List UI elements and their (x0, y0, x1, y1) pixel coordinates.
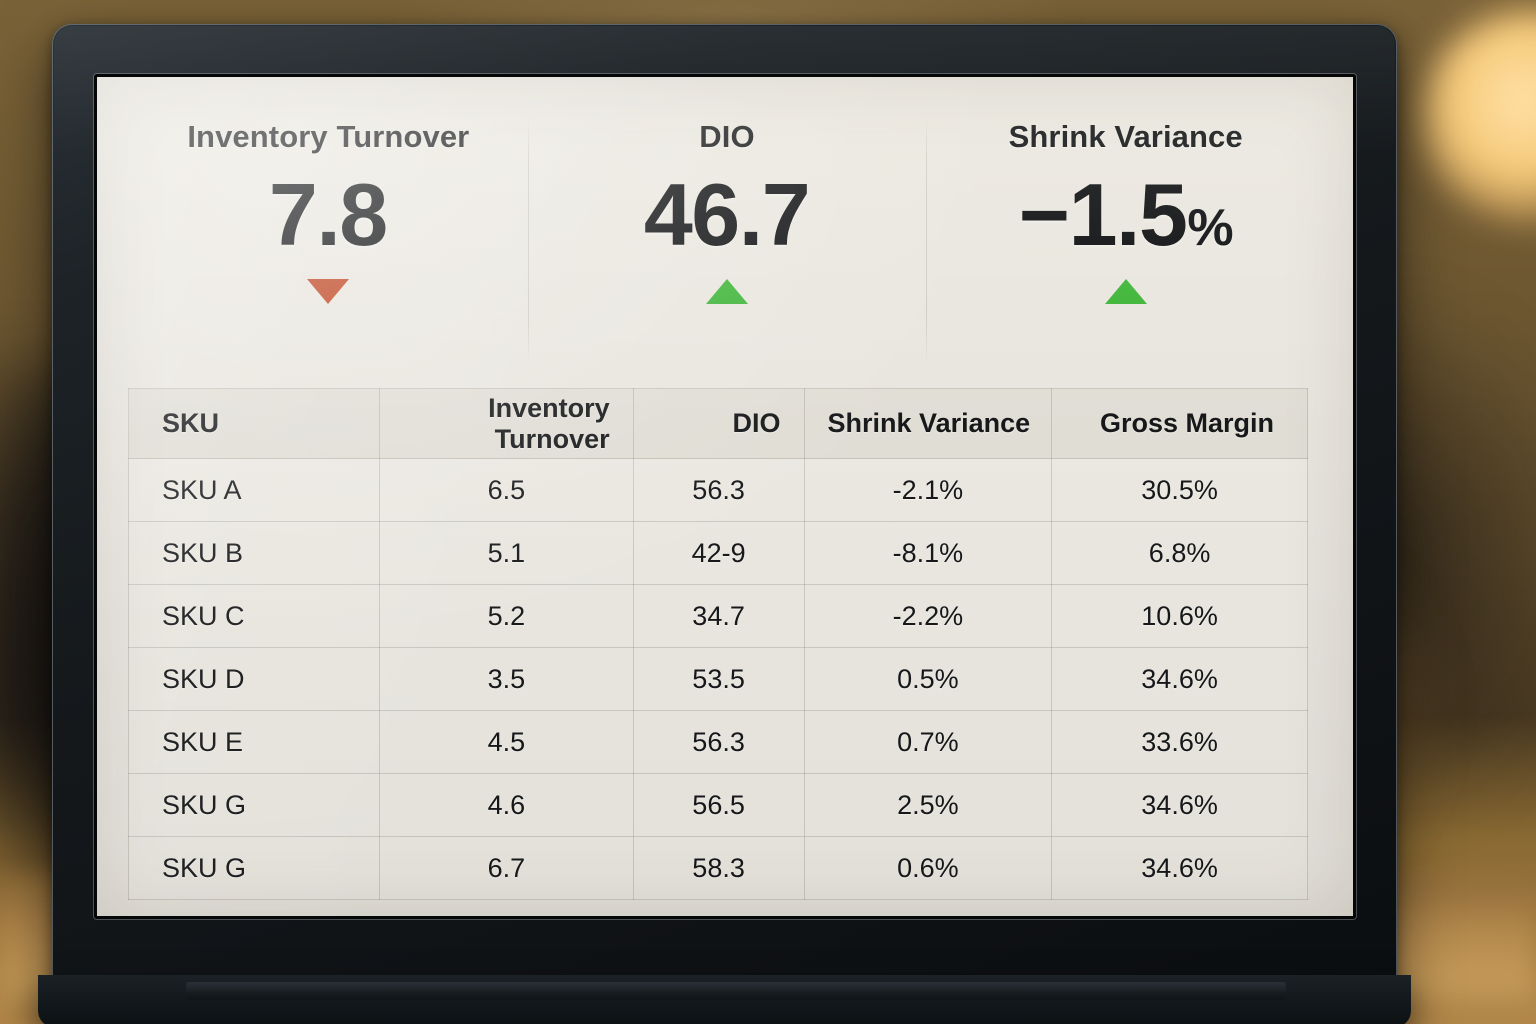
cell-inventory-turnover: 4.6 (379, 773, 634, 837)
kpi-value: 7.8 (269, 169, 388, 261)
cell-gross-margin: 10.6% (1051, 584, 1308, 648)
column-header-gross-margin[interactable]: Gross Margin (1051, 388, 1308, 459)
cell-dio: 56.3 (632, 710, 805, 774)
cell-dio: 42-9 (632, 521, 805, 585)
screen[interactable]: Inventory Turnover 7.8 DIO 46.7 (97, 77, 1353, 916)
cell-sku: SKU G (127, 836, 381, 900)
cell-sku: SKU E (127, 710, 381, 774)
laptop-hinge (186, 982, 1286, 1000)
kpi-strip: Inventory Turnover 7.8 DIO 46.7 (129, 107, 1325, 379)
cell-shrink-variance: 0.5% (803, 647, 1053, 711)
cell-shrink-variance: 0.6% (803, 836, 1053, 900)
cell-inventory-turnover: 6.5 (379, 458, 634, 522)
table-header-row: SKU Inventory Turnover DIO Shrink Varian… (127, 388, 1308, 459)
cell-dio: 53.5 (632, 647, 805, 711)
kpi-card-shrink-variance[interactable]: Shrink Variance −1.5% (926, 107, 1325, 379)
kpi-card-dio[interactable]: DIO 46.7 (527, 107, 927, 379)
kpi-value-number: 46.7 (643, 165, 811, 264)
cell-dio: 56.5 (632, 773, 805, 837)
table-row[interactable]: SKU B 5.1 42-9 -8.1% 6.8% (127, 521, 1308, 585)
trend-down-icon (307, 278, 350, 304)
cell-shrink-variance: -8.1% (803, 521, 1053, 585)
cell-sku: SKU A (127, 458, 381, 522)
sku-table: SKU Inventory Turnover DIO Shrink Varian… (127, 388, 1308, 900)
table-row[interactable]: SKU D 3.5 53.5 0.5% 34.6% (127, 647, 1308, 711)
kpi-value-number: −1.5 (1018, 165, 1188, 264)
column-header-dio[interactable]: DIO (632, 388, 805, 459)
cell-shrink-variance: -2.2% (803, 584, 1053, 648)
kpi-value: 46.7 (643, 165, 811, 264)
cell-shrink-variance: -2.1% (803, 458, 1053, 522)
table-row[interactable]: SKU A 6.5 56.3 -2.1% 30.5% (127, 458, 1308, 522)
cell-gross-margin: 6.8% (1051, 521, 1308, 585)
dashboard: Inventory Turnover 7.8 DIO 46.7 (97, 77, 1353, 916)
table-head: SKU Inventory Turnover DIO Shrink Varian… (127, 388, 1308, 459)
table-row[interactable]: SKU G 6.7 58.3 0.6% 34.6% (127, 836, 1308, 900)
column-header-sku[interactable]: SKU (127, 388, 381, 459)
column-header-shrink-variance[interactable]: Shrink Variance (803, 388, 1053, 459)
cell-inventory-turnover: 5.1 (379, 521, 634, 585)
table-body: SKU A 6.5 56.3 -2.1% 30.5% SKU B 5.1 42-9 -8.1% 6… (127, 458, 1308, 900)
sku-table-container: SKU Inventory Turnover DIO Shrink Varian… (127, 388, 1308, 900)
kpi-card-inventory-turnover[interactable]: Inventory Turnover 7.8 (129, 107, 528, 379)
kpi-value-number: 7.8 (268, 165, 388, 264)
kpi-label: DIO (699, 119, 755, 154)
cell-inventory-turnover: 3.5 (379, 647, 634, 711)
cell-sku: SKU G (127, 773, 381, 837)
table-row[interactable]: SKU E 4.5 56.3 0.7% 33.6% (127, 710, 1308, 774)
cell-inventory-turnover: 4.5 (379, 710, 634, 774)
laptop-device: Inventory Turnover 7.8 DIO 46.7 (38, 24, 1411, 1024)
kpi-value-suffix: % (1187, 199, 1233, 257)
cell-dio: 34.7 (632, 584, 805, 648)
table-row[interactable]: SKU C 5.2 34.7 -2.2% 10.6% (127, 584, 1308, 648)
table-row[interactable]: SKU G 4.6 56.5 2.5% 34.6% (127, 773, 1308, 837)
cell-shrink-variance: 0.7% (803, 710, 1053, 774)
cell-gross-margin: 34.6% (1051, 836, 1308, 900)
screen-frame: Inventory Turnover 7.8 DIO 46.7 (94, 74, 1356, 919)
cell-inventory-turnover: 5.2 (379, 584, 634, 648)
cell-sku: SKU C (127, 584, 381, 648)
cell-gross-margin: 34.6% (1051, 773, 1308, 837)
cell-dio: 58.3 (632, 836, 805, 900)
column-header-inventory-turnover[interactable]: Inventory Turnover (379, 388, 634, 459)
kpi-value: −1.5% (1018, 165, 1234, 264)
cell-sku: SKU D (127, 647, 381, 711)
cell-gross-margin: 34.6% (1051, 647, 1308, 711)
cell-gross-margin: 30.5% (1051, 458, 1308, 522)
cell-sku: SKU B (127, 521, 381, 585)
trend-up-icon (1104, 278, 1147, 304)
cell-dio: 56.3 (632, 458, 805, 522)
trend-up-icon (706, 278, 748, 304)
cell-gross-margin: 33.6% (1051, 710, 1308, 774)
kpi-label: Shrink Variance (1008, 119, 1243, 154)
cell-shrink-variance: 2.5% (803, 773, 1053, 837)
cell-inventory-turnover: 6.7 (379, 836, 634, 900)
kpi-label: Inventory Turnover (187, 119, 470, 154)
